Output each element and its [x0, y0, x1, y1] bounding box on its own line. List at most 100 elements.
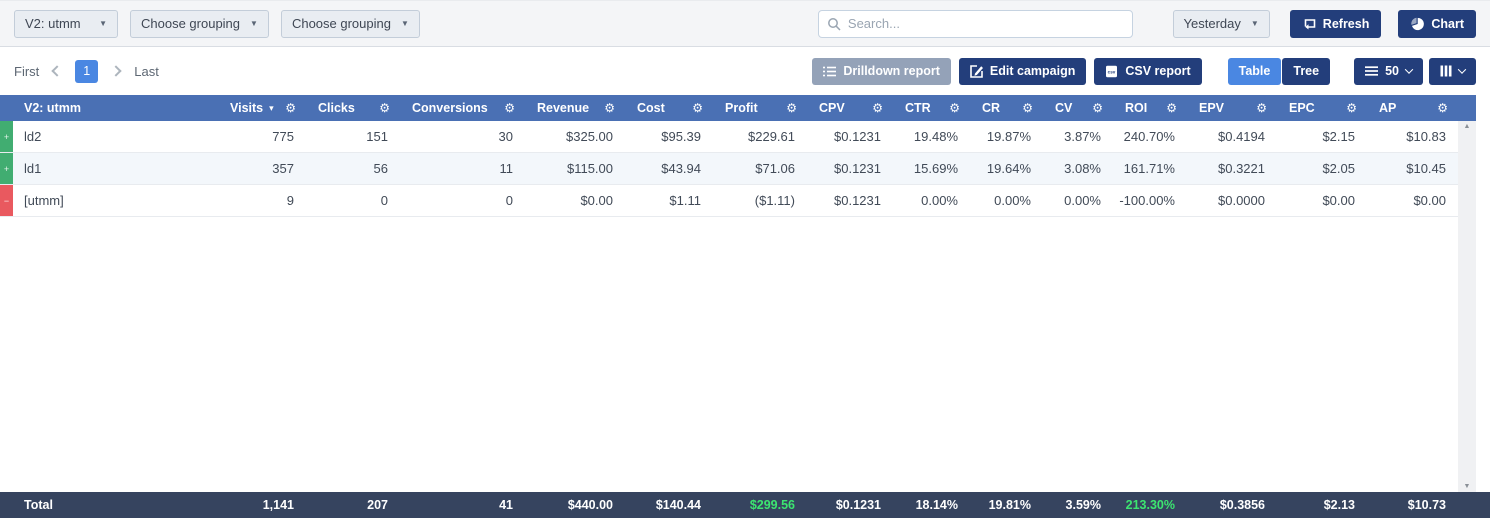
grouping-dropdown-1[interactable]: V2: utmm ▼: [14, 9, 118, 38]
date-range-label: Yesterday: [1183, 16, 1241, 31]
gear-icon[interactable]: ⚙: [786, 101, 797, 115]
column-header-conversions[interactable]: Conversions ⚙: [400, 95, 525, 121]
gear-icon[interactable]: ⚙: [1092, 101, 1103, 115]
sort-desc-icon: ▾: [269, 102, 274, 113]
chevron-down-icon: ▼: [400, 19, 409, 28]
gear-icon[interactable]: ⚙: [692, 101, 703, 115]
total-cell: 3.59%: [1065, 498, 1101, 512]
gear-icon[interactable]: ⚙: [1022, 101, 1033, 115]
actions-row: First 1 Last Drilldown report Edit campa…: [0, 47, 1490, 95]
cell: $2.05: [1277, 152, 1367, 185]
gear-icon[interactable]: ⚙: [949, 101, 960, 115]
gear-icon[interactable]: ⚙: [872, 101, 883, 115]
tree-view-button[interactable]: Tree: [1282, 57, 1331, 85]
column-label: Clicks: [318, 101, 355, 115]
column-header-v2-utmm[interactable]: V2: utmm: [0, 95, 218, 121]
cell: $43.94: [625, 152, 713, 185]
drilldown-report-button[interactable]: Drilldown report: [812, 57, 951, 85]
chevron-down-icon: ▼: [1250, 19, 1259, 28]
columns-dropdown[interactable]: [1429, 57, 1476, 85]
table-row[interactable]: + ld2 775 151 30 $325.00 $95.39 $229.61 $0.1231 1…: [0, 121, 1458, 153]
chevron-left-icon[interactable]: [51, 65, 63, 77]
scroll-up-icon[interactable]: ▲: [1463, 123, 1471, 130]
column-header-ctr[interactable]: CTR ⚙: [893, 95, 970, 121]
pagination-first[interactable]: First: [14, 63, 40, 79]
top-toolbar: V2: utmm ▼ Choose grouping ▼ Choose grou…: [0, 0, 1490, 47]
column-header-visits[interactable]: Visits ▾ ⚙: [218, 95, 306, 121]
row-name-cell[interactable]: + ld1: [0, 152, 218, 185]
grouping-dropdown-2[interactable]: Choose grouping ▼: [130, 9, 269, 38]
cell: 19.87%: [970, 121, 1043, 153]
grid-header: V2: utmm Visits ▾ ⚙ Clicks ⚙ Conversions ⚙ Reven…: [0, 95, 1476, 121]
grouping-dropdown-3-label: Choose grouping: [291, 16, 391, 31]
chart-button[interactable]: Chart: [1398, 9, 1476, 38]
header-filler: [1458, 95, 1476, 121]
column-header-clicks[interactable]: Clicks ⚙: [306, 95, 400, 121]
report-grid: V2: utmm Visits ▾ ⚙ Clicks ⚙ Conversions ⚙ Reven…: [0, 95, 1490, 492]
row-name-cell[interactable]: − [utmm]: [0, 184, 218, 217]
cell: $115.00: [525, 152, 625, 185]
gear-icon[interactable]: ⚙: [604, 101, 615, 115]
total-cell: 19.81%: [988, 498, 1031, 512]
column-header-revenue[interactable]: Revenue ⚙: [525, 95, 625, 121]
search-input[interactable]: [847, 16, 1124, 31]
column-header-epv[interactable]: EPV ⚙: [1187, 95, 1277, 121]
search-box[interactable]: [817, 9, 1133, 38]
pagination: First 1 Last: [14, 59, 159, 83]
column-label: Revenue: [537, 101, 590, 115]
gear-icon[interactable]: ⚙: [504, 101, 515, 115]
total-cell: $0.3856: [1219, 498, 1265, 512]
cell: $229.61: [713, 121, 807, 153]
chevron-right-icon[interactable]: [110, 65, 122, 77]
row-name-cell[interactable]: + ld2: [0, 121, 218, 153]
cell: $2.15: [1277, 121, 1367, 153]
column-header-profit[interactable]: Profit ⚙: [713, 95, 807, 121]
gear-icon[interactable]: ⚙: [379, 101, 390, 115]
vertical-scrollbar[interactable]: ▲ ▼: [1458, 121, 1476, 492]
total-cell: $10.73: [1407, 498, 1446, 512]
cell: $10.45: [1367, 152, 1458, 185]
table-view-button[interactable]: Table: [1227, 57, 1282, 85]
cell: $10.83: [1367, 121, 1458, 153]
page-size-dropdown[interactable]: 50: [1354, 57, 1423, 85]
column-header-epc[interactable]: EPC ⚙: [1277, 95, 1367, 121]
report-actions: Drilldown report Edit campaign csv CSV r…: [812, 57, 1476, 85]
grouping-dropdown-3[interactable]: Choose grouping ▼: [280, 9, 420, 38]
gear-icon[interactable]: ⚙: [1166, 101, 1177, 115]
total-cell: $299.56: [749, 498, 795, 512]
column-header-cpv[interactable]: CPV ⚙: [807, 95, 893, 121]
column-header-cost[interactable]: Cost ⚙: [625, 95, 713, 121]
column-header-ap[interactable]: AP ⚙: [1367, 95, 1458, 121]
pagination-last[interactable]: Last: [134, 63, 159, 79]
total-cell: $0.1231: [835, 498, 881, 512]
column-label: AP: [1379, 101, 1397, 115]
cell: 11: [400, 152, 525, 185]
cell: $0.3221: [1187, 152, 1277, 185]
column-header-roi[interactable]: ROI ⚙: [1113, 95, 1187, 121]
table-row[interactable]: − [utmm] 9 0 0 $0.00 $1.11 ($1.11) $0.1231 0.00% 0…: [0, 184, 1458, 217]
tree-view-label: Tree: [1293, 64, 1320, 78]
gear-icon[interactable]: ⚙: [285, 101, 296, 115]
cell: $325.00: [525, 121, 625, 153]
cell: 161.71%: [1113, 152, 1187, 185]
column-label: Visits: [230, 101, 264, 115]
total-cell: 18.14%: [915, 498, 958, 512]
gear-icon[interactable]: ⚙: [1256, 101, 1267, 115]
cell: $95.39: [625, 121, 713, 153]
edit-campaign-button[interactable]: Edit campaign: [958, 57, 1087, 85]
date-range-dropdown[interactable]: Yesterday ▼: [1172, 9, 1270, 38]
pagination-current-page[interactable]: 1: [75, 59, 99, 83]
pie-chart-icon: [1410, 17, 1425, 31]
csv-report-button[interactable]: csv CSV report: [1094, 57, 1202, 85]
refresh-button[interactable]: Refresh: [1289, 9, 1382, 38]
table-view-label: Table: [1238, 64, 1271, 78]
scroll-down-icon[interactable]: ▼: [1463, 483, 1471, 490]
cell: $0.00: [525, 184, 625, 217]
cell: 240.70%: [1113, 121, 1187, 153]
column-header-cr[interactable]: CR ⚙: [970, 95, 1043, 121]
total-bar: Total 1,141 207 41 $440.00 $140.44 $299.56 $0.1…: [0, 492, 1490, 518]
gear-icon[interactable]: ⚙: [1346, 101, 1357, 115]
column-header-cv[interactable]: CV ⚙: [1043, 95, 1113, 121]
table-row[interactable]: + ld1 357 56 11 $115.00 $43.94 $71.06 $0.1231 15.…: [0, 152, 1458, 185]
gear-icon[interactable]: ⚙: [1437, 101, 1448, 115]
